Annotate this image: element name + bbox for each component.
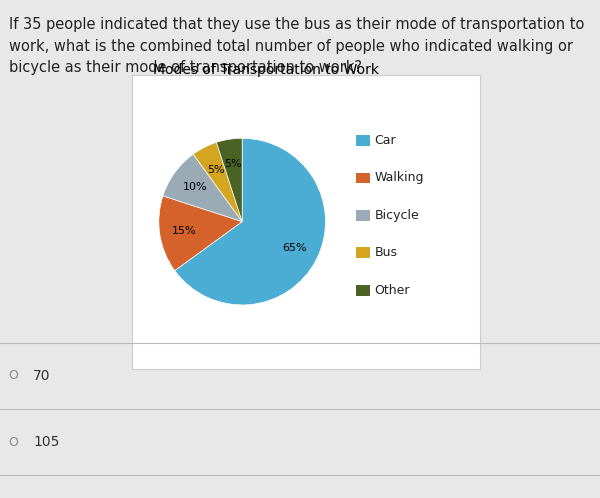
Text: 70: 70 bbox=[33, 369, 50, 383]
Text: If 35 people indicated that they use the bus as their mode of transportation to: If 35 people indicated that they use the… bbox=[9, 17, 584, 32]
Text: 65%: 65% bbox=[282, 243, 307, 253]
Text: 10%: 10% bbox=[182, 182, 207, 192]
Wedge shape bbox=[217, 138, 242, 222]
Wedge shape bbox=[163, 154, 242, 222]
Text: 5%: 5% bbox=[207, 165, 224, 175]
Text: O: O bbox=[8, 370, 18, 382]
Wedge shape bbox=[175, 138, 325, 305]
Text: Bus: Bus bbox=[374, 246, 397, 259]
Text: 105: 105 bbox=[33, 435, 59, 449]
Text: Other: Other bbox=[374, 283, 410, 296]
Wedge shape bbox=[193, 142, 242, 222]
Text: Modes of Transportation to Work: Modes of Transportation to Work bbox=[152, 63, 379, 77]
Text: 15%: 15% bbox=[172, 226, 197, 236]
Text: Car: Car bbox=[374, 134, 396, 147]
Text: Bicycle: Bicycle bbox=[374, 209, 419, 222]
Text: bicycle as their mode of transportation to work?: bicycle as their mode of transportation … bbox=[9, 60, 362, 75]
Text: 5%: 5% bbox=[224, 159, 242, 169]
Text: O: O bbox=[8, 436, 18, 449]
Wedge shape bbox=[159, 196, 242, 270]
Text: Walking: Walking bbox=[374, 171, 424, 184]
Text: work, what is the combined total number of people who indicated walking or: work, what is the combined total number … bbox=[9, 39, 573, 54]
